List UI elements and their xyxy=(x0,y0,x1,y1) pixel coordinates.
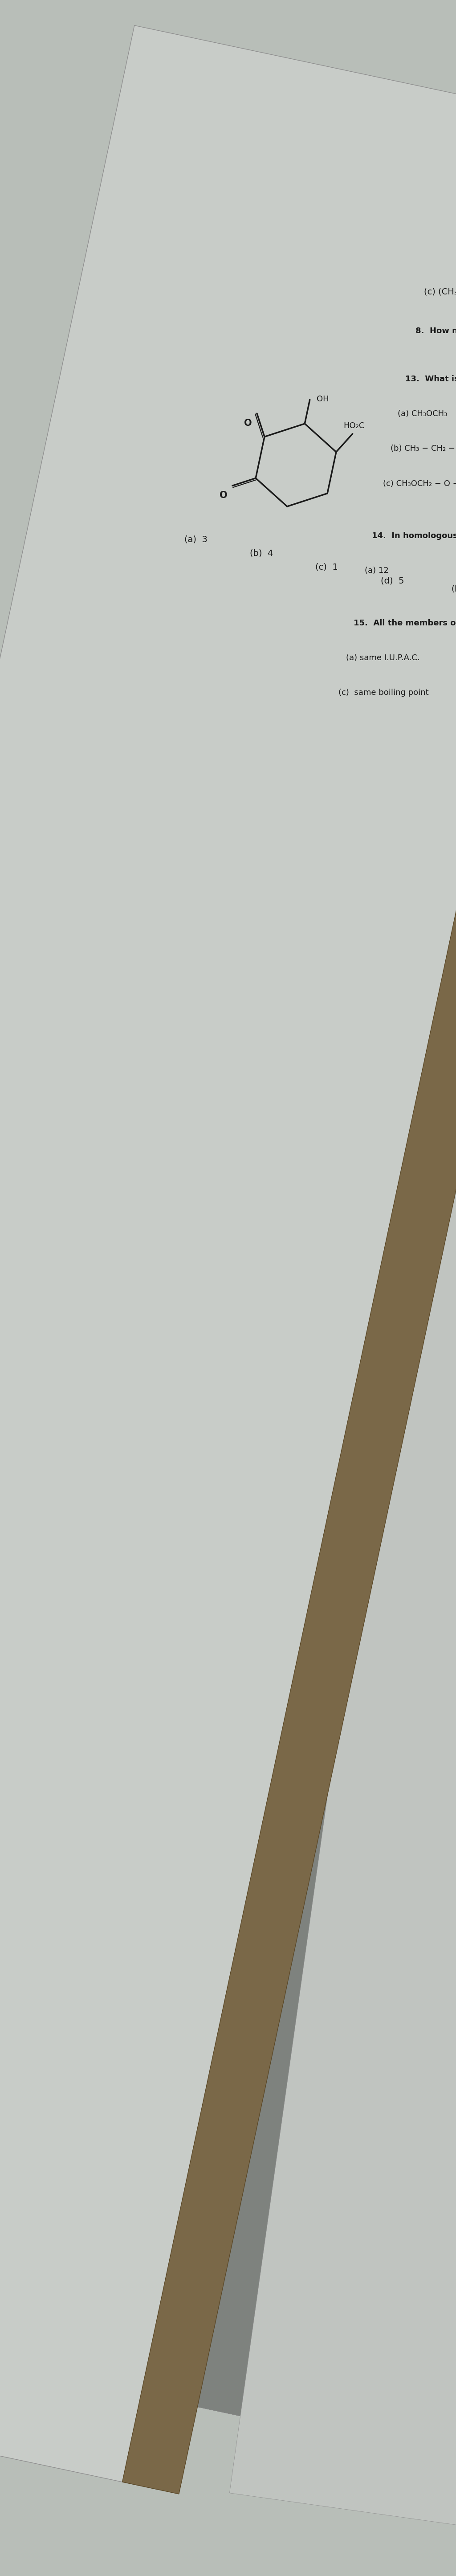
Text: HO₂C: HO₂C xyxy=(344,422,365,430)
Text: (c) (CH₃)₂Cd: (c) (CH₃)₂Cd xyxy=(424,289,456,296)
Text: 14.  In homologous series, the molecular m…: 14. In homologous series, the molecular … xyxy=(372,531,456,541)
Polygon shape xyxy=(122,129,456,2494)
Text: (a)  3: (a) 3 xyxy=(185,536,207,544)
Text: O: O xyxy=(244,417,252,428)
Polygon shape xyxy=(0,1345,456,2470)
Text: (d)  5: (d) 5 xyxy=(381,577,404,585)
Text: O: O xyxy=(220,492,228,500)
Polygon shape xyxy=(0,26,456,2488)
Text: (b) 13: (b) 13 xyxy=(451,585,456,592)
Text: 8.  How many different functional groups are present in given compound?: 8. How many different functional groups … xyxy=(415,327,456,335)
Polygon shape xyxy=(0,1345,456,2470)
Text: (c)  same boiling point: (c) same boiling point xyxy=(339,688,429,696)
Text: (c)  1: (c) 1 xyxy=(315,562,338,572)
Polygon shape xyxy=(229,111,456,2550)
Text: (b) CH₃ − CH₂ − O − CH₃: (b) CH₃ − CH₂ − O − CH₃ xyxy=(390,446,456,453)
Text: (b)  4: (b) 4 xyxy=(250,549,273,556)
Text: (c) CH₃OCH₂ − O − CH₃: (c) CH₃OCH₂ − O − CH₃ xyxy=(383,479,456,487)
Text: (a) 12: (a) 12 xyxy=(364,567,389,574)
Text: (a) same I.U.P.A.C.: (a) same I.U.P.A.C. xyxy=(346,654,420,662)
Text: (a) CH₃OCH₃: (a) CH₃OCH₃ xyxy=(398,410,447,417)
Text: 13.  What is the homologue of CH₃ − CH₂ − O − CH₃?: 13. What is the homologue of CH₃ − CH₂ −… xyxy=(405,376,456,384)
Polygon shape xyxy=(0,1342,456,2468)
Polygon shape xyxy=(0,1347,456,2470)
Text: 15.  All the members of homologous series…: 15. All the members of homologous series… xyxy=(353,618,456,626)
Text: OH: OH xyxy=(317,394,329,402)
